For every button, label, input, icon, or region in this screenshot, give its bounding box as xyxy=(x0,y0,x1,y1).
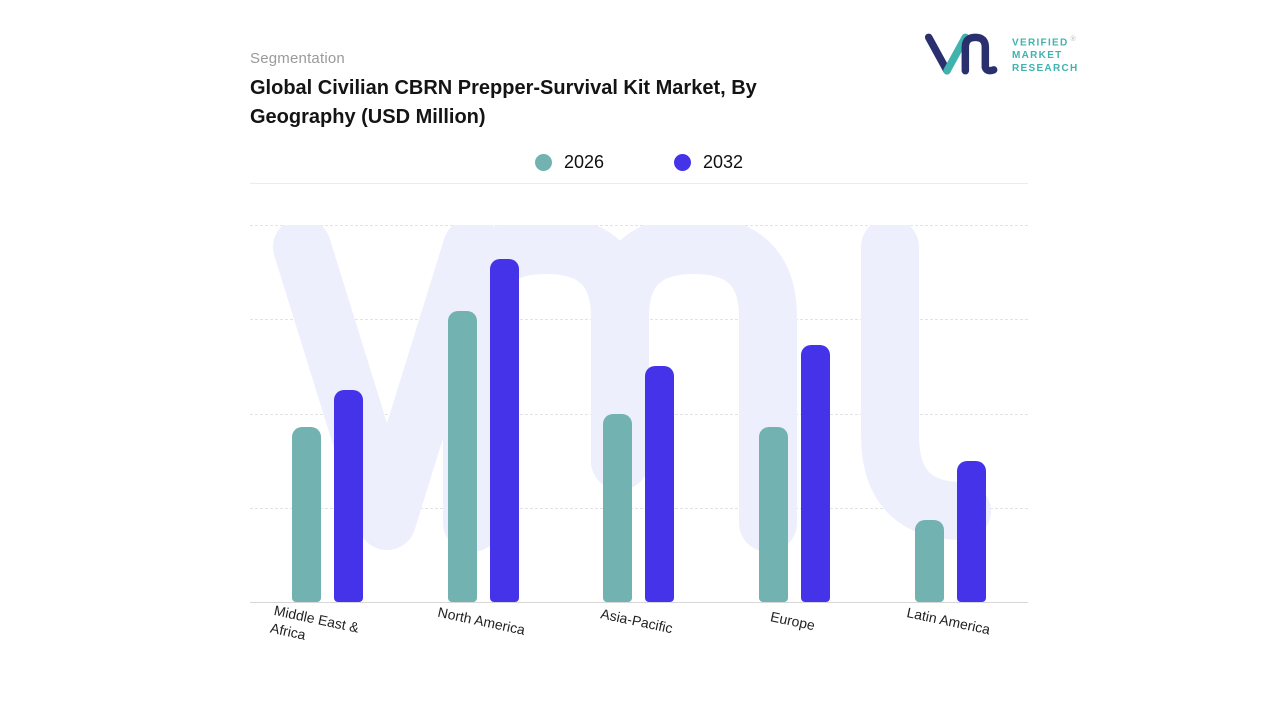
page-title: Global Civilian CBRN Prepper-Survival Ki… xyxy=(250,74,850,132)
bar-group-latin-america xyxy=(872,225,1028,602)
x-axis-label-slot: Middle East & Africa xyxy=(250,602,406,648)
chart-legend: 2026 2032 xyxy=(250,146,1028,178)
x-axis-label: Latin America xyxy=(905,604,992,638)
legend-swatch-2026 xyxy=(534,153,552,171)
bar-2026 xyxy=(759,427,789,602)
bar-2032 xyxy=(801,344,831,602)
x-axis-label-slot: North America xyxy=(406,604,562,648)
x-axis-label: Europe xyxy=(768,608,817,634)
bar-2032 xyxy=(489,259,519,602)
page-title-line2: Geography (USD Million) xyxy=(250,106,486,128)
bar-2032 xyxy=(645,365,675,602)
bar-group-middle-east-africa xyxy=(250,225,406,602)
x-axis-labels: Middle East & Africa North America Asia-Pa… xyxy=(250,602,1028,648)
bar-2026 xyxy=(603,413,633,602)
bar-2032 xyxy=(956,461,986,602)
bar-2026 xyxy=(914,519,944,602)
x-axis-label-slot: Latin America xyxy=(872,604,1028,648)
vmr-watermark-icon xyxy=(273,225,991,552)
bar-2026 xyxy=(447,310,477,602)
bar-2026 xyxy=(292,427,322,602)
bar-group-asia-pacific xyxy=(561,225,717,602)
bar-group-north-america xyxy=(406,225,562,602)
logo-word-verified: VERIFIED ® xyxy=(1012,35,1076,49)
legend-swatch-2032 xyxy=(674,153,691,171)
bar-chart xyxy=(250,225,1028,603)
legend-label-2026: 2026 xyxy=(563,151,604,172)
x-axis-label: Middle East & Africa xyxy=(269,602,361,643)
x-axis-label: North America xyxy=(436,603,527,638)
vmr-logo-text: VERIFIED ® MARKET RESEARCH xyxy=(1012,33,1079,75)
plot-area xyxy=(250,225,1028,602)
x-axis-label-slot: Europe xyxy=(717,608,873,648)
page-title-line1: Global Civilian CBRN Prepper-Survival Ki… xyxy=(250,77,757,99)
section-eyebrow: Segmentation xyxy=(250,50,345,67)
vmr-logo: VERIFIED ® MARKET RESEARCH xyxy=(922,30,1079,78)
registered-mark: ® xyxy=(1070,35,1076,43)
legend-item-2032: 2032 xyxy=(674,152,743,173)
x-axis-label-slot: Asia-Pacific xyxy=(561,605,717,648)
legend-label-2032: 2032 xyxy=(703,151,744,172)
x-axis-label: Asia-Pacific xyxy=(599,605,675,637)
bar-group-europe xyxy=(717,225,873,602)
vmr-logo-mark-icon xyxy=(924,33,998,75)
legend-item-2026: 2026 xyxy=(534,151,604,173)
logo-word-market: MARKET xyxy=(1012,50,1063,62)
gridline xyxy=(250,507,1028,509)
header-divider xyxy=(250,183,1028,184)
gridline xyxy=(250,225,1028,226)
logo-word-research: RESEARCH xyxy=(1012,63,1079,75)
bar-2032 xyxy=(334,389,364,602)
